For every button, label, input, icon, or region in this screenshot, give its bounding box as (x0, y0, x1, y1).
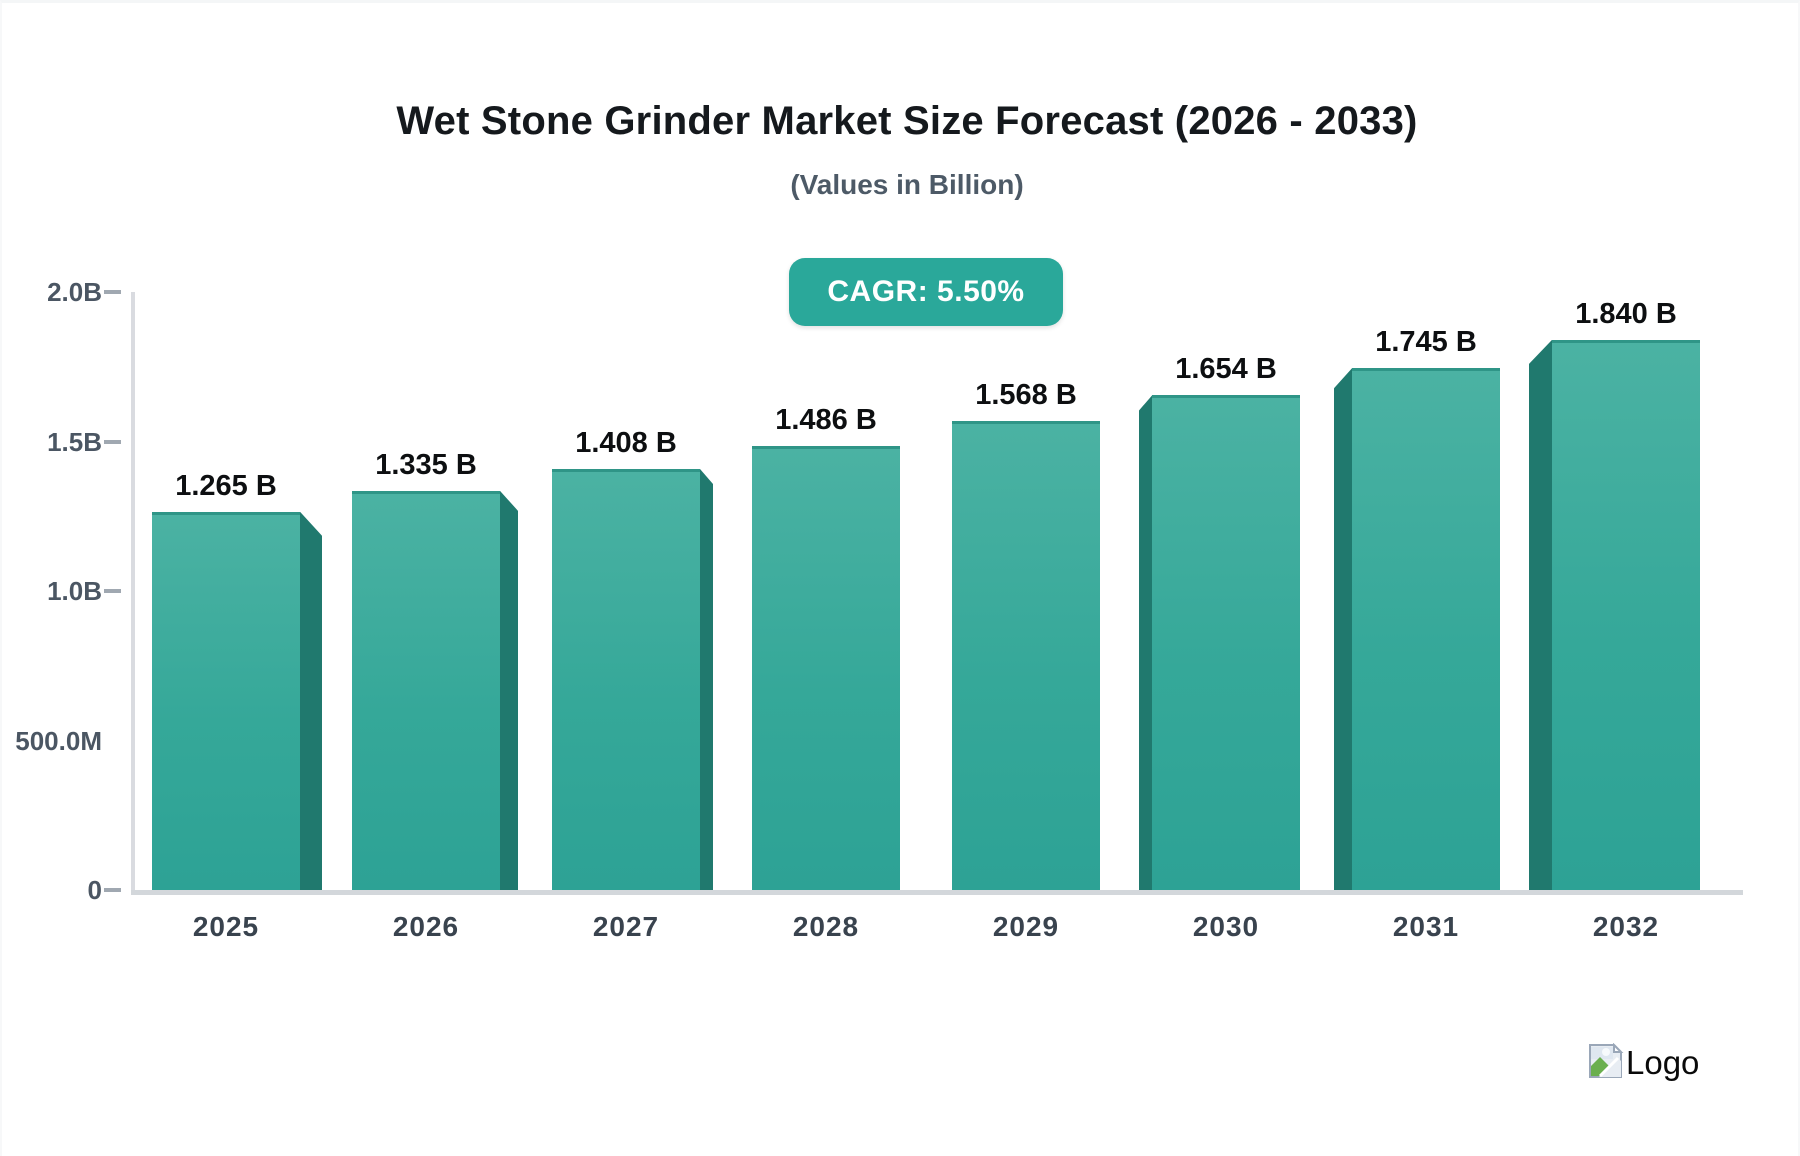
bar-2030 (1152, 395, 1300, 890)
y-axis-label: 1.0B (47, 576, 102, 606)
y-axis-label: 2.0B (47, 277, 102, 307)
y-axis-label: 1.5B (47, 426, 102, 457)
y-axis-line (131, 292, 135, 893)
y-axis-tick (104, 888, 121, 892)
logo: Logo (1587, 1042, 1700, 1081)
x-axis-label-2027: 2027 (592, 911, 660, 942)
bar-2029 (952, 421, 1100, 890)
bar-value-label: 1.408 B (575, 427, 677, 459)
bar-2027 (552, 469, 700, 890)
chart-subtitle: (Values in Billion) (790, 169, 1024, 200)
chart-title: Wet Stone Grinder Market Size Forecast (… (396, 99, 1418, 143)
bar-2032 (1552, 339, 1700, 890)
bar-3d-side-2026 (500, 490, 518, 890)
logo-alt-text: Logo (1626, 1044, 1700, 1081)
x-axis-label-2025: 2025 (192, 911, 260, 942)
bar-value-label: 1.745 B (1375, 326, 1477, 359)
bar-value-label: 1.568 B (975, 379, 1077, 412)
x-axis-label-2030: 2030 (1192, 911, 1260, 942)
bar-value-label: 1.840 B (1575, 297, 1677, 330)
bar-2031 (1352, 368, 1500, 890)
x-axis-line (131, 890, 1743, 895)
broken-image-icon (1587, 1042, 1624, 1079)
bar-3d-side-2031 (1334, 368, 1352, 890)
bar-3d-side-2032 (1529, 339, 1552, 890)
cagr-badge: CAGR: 5.50% (789, 258, 1063, 326)
y-axis-label: 500.0M (15, 725, 102, 756)
bar-2026 (352, 490, 500, 890)
cagr-badge-label: CAGR: 5.50% (827, 275, 1025, 308)
y-axis-label: 0 (87, 875, 102, 905)
bar-3d-side-2027 (700, 469, 713, 890)
x-axis-label-2026: 2026 (392, 911, 460, 942)
x-axis-label-2028: 2028 (792, 911, 860, 942)
bar-value-label: 1.335 B (375, 448, 477, 481)
bar-3d-side-2025 (300, 511, 322, 890)
x-axis-label-2029: 2029 (992, 911, 1060, 942)
bar-value-label: 1.265 B (175, 469, 277, 502)
bar-3d-side-2030 (1139, 395, 1152, 890)
bar-2025 (152, 511, 300, 890)
y-axis-tick (104, 290, 121, 294)
bar-value-label: 1.654 B (1175, 353, 1277, 386)
y-axis-tick (104, 439, 121, 444)
y-axis-tick (104, 589, 121, 593)
bar-value-label: 1.486 B (775, 403, 877, 436)
x-axis-label-2032: 2032 (1592, 911, 1660, 942)
x-axis-label-2031: 2031 (1392, 911, 1460, 942)
bar-2028 (752, 445, 900, 890)
